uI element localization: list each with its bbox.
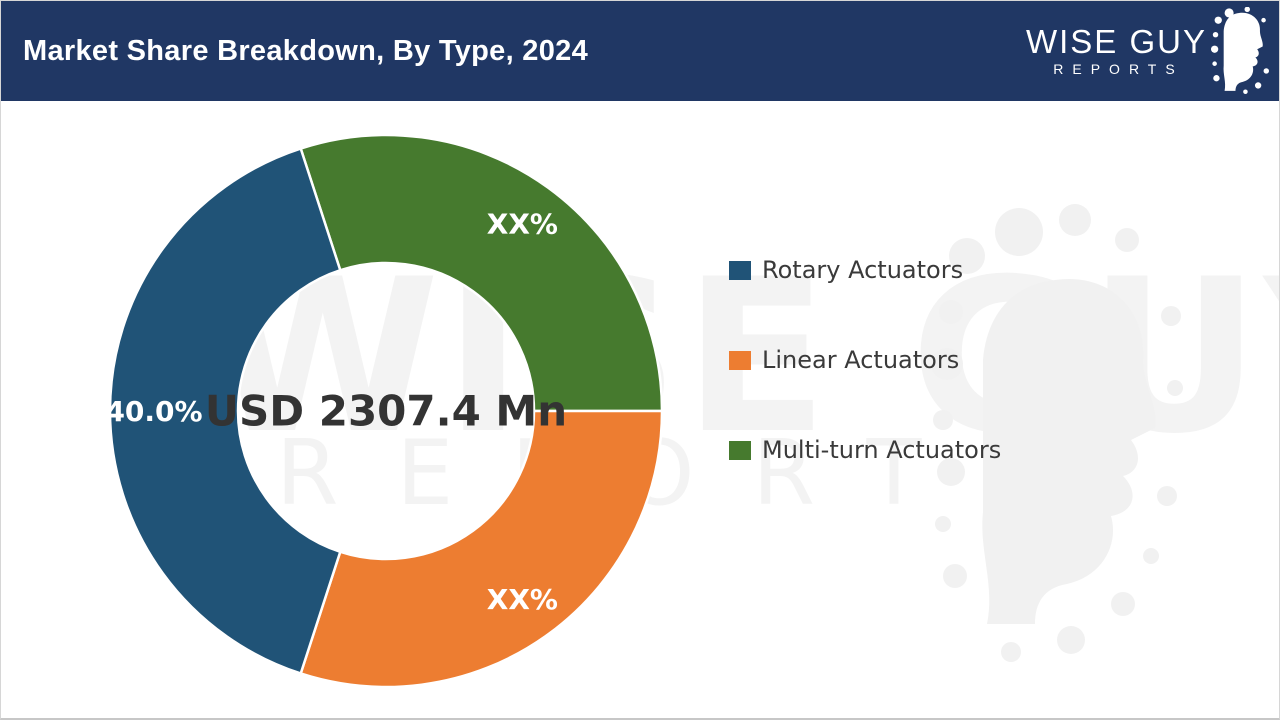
legend-label: Linear Actuators xyxy=(762,346,960,374)
legend-swatch-linear-actuators xyxy=(729,351,751,370)
brand-sub-text: REPORTS xyxy=(1053,61,1184,77)
slice-label-multi-turn-actuators: XX% xyxy=(487,207,558,240)
legend-item-linear-actuators: Linear Actuators xyxy=(729,345,1001,375)
header-banner: Market Share Breakdown, By Type, 2024 WI… xyxy=(1,1,1279,101)
brand-logo: WISE GUY REPORTS xyxy=(1026,7,1269,95)
brand-logo-text: WISE GUY REPORTS xyxy=(1026,25,1207,77)
legend-swatch-multi-turn-actuators xyxy=(729,441,751,460)
chart-legend: Rotary Actuators Linear Actuators Multi-tu… xyxy=(729,255,1001,525)
donut-center-value: USD 2307.4 Mn xyxy=(204,386,568,436)
donut-slice-linear-actuators xyxy=(299,409,664,689)
page-title: Market Share Breakdown, By Type, 2024 xyxy=(23,34,589,67)
slice-label-rotary-actuators: 40.0% xyxy=(108,395,203,428)
donut-slice-rotary-actuators xyxy=(108,146,342,676)
legend-item-multi-turn-actuators: Multi-turn Actuators xyxy=(729,435,1001,465)
brand-face-icon xyxy=(1211,7,1269,95)
brand-name-text: WISE GUY xyxy=(1025,23,1207,60)
legend-item-rotary-actuators: Rotary Actuators xyxy=(729,255,1001,285)
donut-chart: XX% XX% 40.0% xyxy=(108,133,664,689)
legend-label: Multi-turn Actuators xyxy=(762,436,1002,464)
slice-label-linear-actuators: XX% xyxy=(487,583,558,616)
legend-swatch-rotary-actuators xyxy=(729,261,751,280)
legend-label: Rotary Actuators xyxy=(762,256,964,284)
donut-slice-multi-turn-actuators xyxy=(299,133,664,413)
